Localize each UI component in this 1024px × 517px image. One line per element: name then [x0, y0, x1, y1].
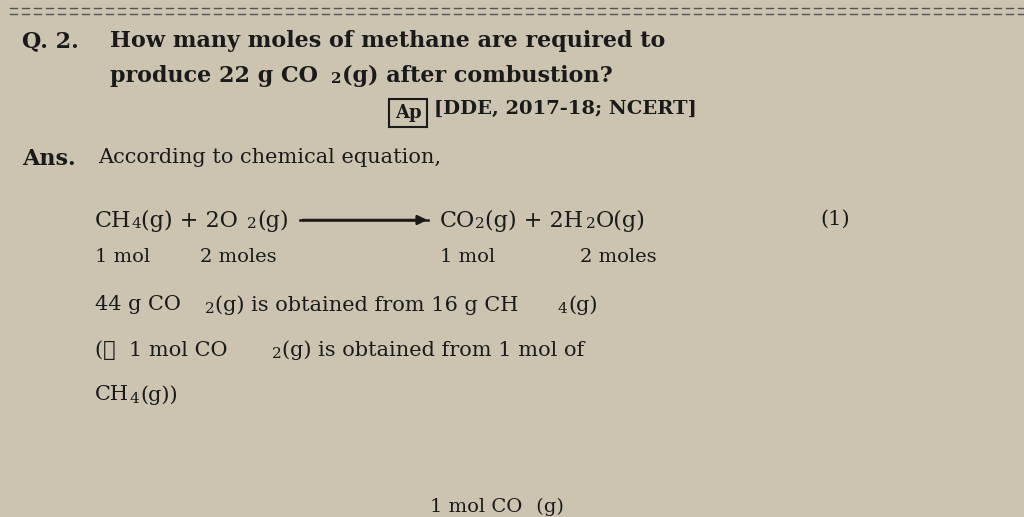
- Text: 2: 2: [247, 217, 257, 231]
- Text: (g): (g): [568, 295, 597, 315]
- Text: 2: 2: [272, 347, 282, 361]
- Text: (g) after combustion?: (g) after combustion?: [342, 65, 612, 87]
- Text: 2 moles: 2 moles: [200, 248, 276, 266]
- Text: 1 mol: 1 mol: [95, 248, 151, 266]
- Text: According to chemical equation,: According to chemical equation,: [98, 148, 441, 167]
- Text: CH: CH: [95, 385, 129, 404]
- Text: 4: 4: [558, 302, 567, 316]
- Text: produce 22 g CO: produce 22 g CO: [110, 65, 318, 87]
- Text: Q. 2.: Q. 2.: [22, 30, 79, 52]
- Text: 2: 2: [475, 217, 484, 231]
- Text: CO: CO: [440, 210, 475, 232]
- Text: Ap: Ap: [394, 104, 421, 122]
- Text: O(g): O(g): [596, 210, 646, 232]
- Text: (g): (g): [257, 210, 289, 232]
- Text: How many moles of methane are required to: How many moles of methane are required t…: [110, 30, 666, 52]
- Text: 4: 4: [130, 392, 139, 406]
- Text: CH: CH: [95, 210, 131, 232]
- Text: (∴  1 mol CO: (∴ 1 mol CO: [95, 340, 227, 360]
- Text: 2: 2: [586, 217, 596, 231]
- Text: (1): (1): [820, 210, 850, 229]
- Text: 4: 4: [131, 217, 140, 231]
- Text: [DDE, 2017-18; NCERT]: [DDE, 2017-18; NCERT]: [434, 100, 697, 118]
- Text: 2: 2: [331, 72, 341, 86]
- Text: (g) is obtained from 16 g CH: (g) is obtained from 16 g CH: [215, 295, 518, 315]
- Text: 2: 2: [205, 302, 215, 316]
- Text: (g) + 2O: (g) + 2O: [141, 210, 238, 232]
- Text: Ans.: Ans.: [22, 148, 76, 170]
- Text: 1 mol CO: 1 mol CO: [430, 498, 522, 516]
- Text: 44 g CO: 44 g CO: [95, 295, 181, 314]
- Text: 1 mol: 1 mol: [440, 248, 496, 266]
- FancyBboxPatch shape: [389, 99, 427, 127]
- Text: 2 moles: 2 moles: [580, 248, 656, 266]
- Text: (g) is obtained from 1 mol of: (g) is obtained from 1 mol of: [282, 340, 585, 360]
- Text: (g)): (g)): [140, 385, 177, 405]
- Text: (g) + 2H: (g) + 2H: [485, 210, 583, 232]
- Text: (g): (g): [530, 498, 564, 516]
